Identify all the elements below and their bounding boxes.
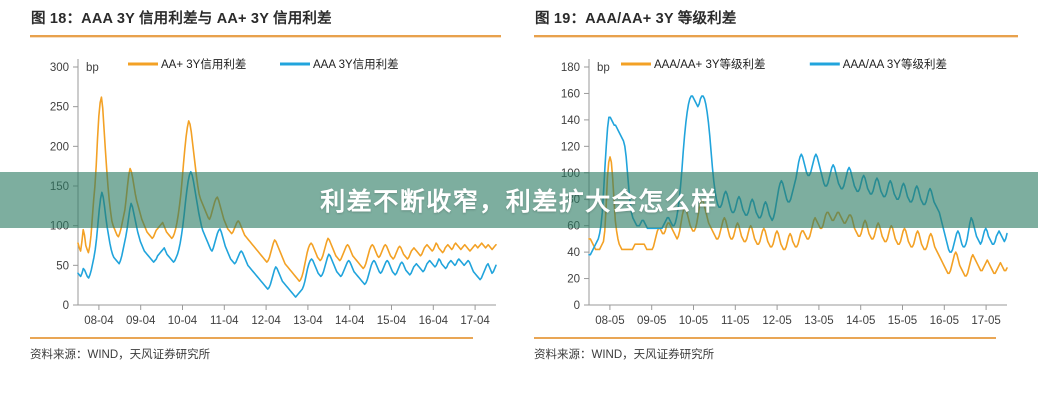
svg-text:14-04: 14-04 [335, 315, 365, 327]
figure-19-top-rule [534, 35, 1018, 37]
svg-text:50: 50 [56, 260, 69, 272]
svg-text:12-04: 12-04 [251, 315, 281, 327]
svg-text:10-05: 10-05 [679, 315, 708, 327]
svg-text:16-05: 16-05 [930, 315, 959, 327]
svg-text:100: 100 [50, 221, 69, 233]
svg-text:250: 250 [50, 102, 69, 114]
figure-19-svg: 0 20 40 60 80 100 120 140 160 180 bp 08-05 09-05 10-0… [561, 57, 1008, 327]
svg-text:20: 20 [567, 274, 580, 286]
svg-text:13-04: 13-04 [293, 315, 323, 327]
svg-text:AAA 3Y信用利差: AAA 3Y信用利差 [313, 57, 399, 71]
figure-19-bottom-rule [534, 337, 996, 339]
svg-text:09-04: 09-04 [126, 315, 156, 327]
svg-text:120: 120 [561, 141, 580, 153]
svg-text:60: 60 [567, 221, 580, 233]
figure-panel-19: 图 19：AAA/AA+ 3Y 等级利差 0 20 40 60 80 100 120 140 1… [519, 0, 1038, 400]
svg-text:bp: bp [86, 62, 99, 74]
svg-text:09-05: 09-05 [637, 315, 666, 327]
svg-text:15-05: 15-05 [888, 315, 917, 327]
svg-text:160: 160 [561, 88, 580, 100]
figure-18-bottom-rule [30, 337, 473, 339]
svg-text:100: 100 [561, 168, 580, 180]
svg-text:80: 80 [567, 194, 580, 206]
svg-text:0: 0 [63, 300, 69, 312]
svg-text:140: 140 [561, 115, 580, 127]
svg-text:bp: bp [597, 62, 610, 74]
figure-19-title: 图 19：AAA/AA+ 3Y 等级利差 [535, 11, 737, 27]
figure-18-chart: 0 50 100 150 200 250 300 bp 08-04 09-04 10-04 11-04… [18, 37, 497, 337]
figure-19-chart: 0 20 40 60 80 100 120 140 160 180 bp 08-05 09-05 10-0… [529, 37, 1010, 337]
svg-text:150: 150 [50, 181, 69, 193]
svg-text:180: 180 [561, 62, 580, 74]
svg-text:40: 40 [567, 247, 580, 259]
figure-18-title: 图 18：AAA 3Y 信用利差与 AA+ 3Y 信用利差 [31, 11, 332, 27]
figure-19-source: 资料来源：WIND，天风证券研究所 [534, 348, 715, 361]
svg-text:AA+ 3Y信用利差: AA+ 3Y信用利差 [161, 57, 246, 71]
svg-text:13-05: 13-05 [804, 315, 833, 327]
svg-text:12-05: 12-05 [762, 315, 791, 327]
svg-text:11-04: 11-04 [210, 315, 239, 327]
figure-panel-18: 图 18：AAA 3Y 信用利差与 AA+ 3Y 信用利差 0 50 100 150 2… [18, 11, 501, 361]
svg-text:300: 300 [50, 62, 69, 74]
svg-text:14-05: 14-05 [846, 315, 875, 327]
svg-text:10-04: 10-04 [168, 315, 198, 327]
svg-text:15-04: 15-04 [377, 315, 407, 327]
figure-18-top-rule [30, 35, 501, 37]
svg-text:16-04: 16-04 [419, 315, 449, 327]
svg-text:17-04: 17-04 [460, 315, 490, 327]
svg-text:08-05: 08-05 [595, 315, 624, 327]
svg-text:11-05: 11-05 [721, 315, 750, 327]
svg-text:08-04: 08-04 [84, 315, 114, 327]
figure-18-svg: 0 50 100 150 200 250 300 bp 08-04 09-04 10-04 11-04… [50, 57, 497, 327]
svg-text:AAA/AA+ 3Y等级利差: AAA/AA+ 3Y等级利差 [654, 57, 766, 71]
svg-text:17-05: 17-05 [971, 315, 1000, 327]
figure-18-source: 资料来源：WIND，天风证券研究所 [30, 348, 211, 361]
svg-text:AAA/AA 3Y等级利差: AAA/AA 3Y等级利差 [843, 57, 947, 71]
svg-text:0: 0 [574, 300, 580, 312]
svg-text:200: 200 [50, 141, 69, 153]
